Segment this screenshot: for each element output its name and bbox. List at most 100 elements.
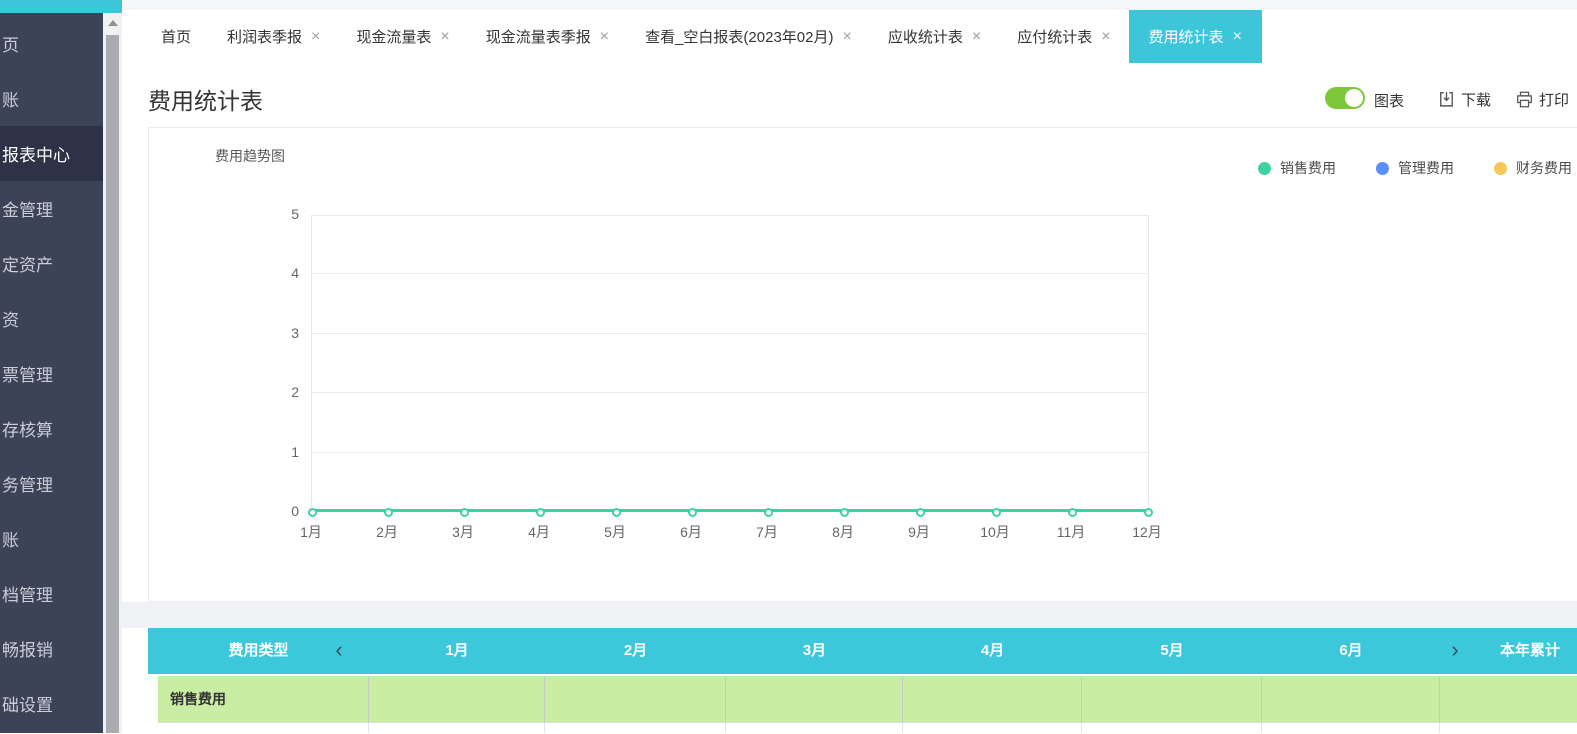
series-line (312, 509, 1148, 512)
tab[interactable]: 现金流量表季报 × (486, 10, 609, 63)
legend-item[interactable]: 财务费用 (1494, 158, 1572, 178)
print-button[interactable]: 打印 (1516, 89, 1569, 110)
tab-label: 利润表季报 (227, 29, 303, 46)
table-cell (1262, 723, 1440, 733)
y-axis-tick: 3 (291, 324, 299, 341)
sidebar-item[interactable]: 定资产 (0, 236, 103, 291)
data-point-marker (1067, 507, 1077, 517)
table-cell (369, 723, 545, 733)
sidebar-item-label: 畅报销 (2, 641, 53, 660)
sidebar-item[interactable]: 存核算 (0, 401, 103, 456)
tab-close-icon[interactable]: × (1232, 27, 1242, 45)
sidebar-item[interactable]: 报表中心 (0, 126, 103, 181)
tab[interactable]: 首页 (161, 10, 191, 63)
chart-card (148, 127, 1577, 602)
tab[interactable]: 利润表季报 × (227, 10, 320, 63)
y-axis-tick: 5 (291, 206, 299, 222)
page-title: 费用统计表 (148, 88, 263, 114)
sidebar-item-label: 页 (2, 36, 19, 55)
chart-toggle-label: 图表 (1374, 93, 1405, 110)
y-axis-tick: 0 (291, 503, 299, 519)
x-axis-tick: 9月 (908, 524, 930, 540)
tab-close-icon[interactable]: × (440, 27, 450, 45)
table-cell (545, 723, 726, 733)
table-cell (369, 676, 545, 722)
row-name-cell: 销售费用 (158, 676, 369, 722)
x-axis-tick: 7月 (756, 524, 778, 540)
table-header-cell: 费用类型 (228, 642, 289, 659)
legend-label: 财务费用 (1516, 160, 1572, 176)
table-header: 费用类型 1月 2月 3月 4月 5月 6月 本年累计 ‹ › (148, 628, 1577, 674)
data-point-marker (839, 507, 849, 517)
sidebar-item[interactable]: 资 (0, 291, 103, 346)
tab[interactable]: 查看_空白报表(2023年02月) × (645, 10, 852, 63)
sidebar-item[interactable]: 档管理 (0, 566, 103, 621)
top-accent-bar (0, 0, 122, 13)
tab-close-icon[interactable]: × (1101, 27, 1111, 45)
tab-close-icon[interactable]: × (971, 27, 982, 45)
legend-dot-icon (1494, 161, 1507, 175)
x-axis-tick: 11月 (1056, 524, 1086, 540)
table-header-cell: 3月 (802, 642, 827, 659)
sidebar-item-label: 账 (2, 531, 19, 550)
chart-toggle[interactable] (1325, 87, 1365, 109)
sidebar-scrollbar[interactable] (103, 13, 122, 733)
table-header-cell: 5月 (1160, 642, 1184, 659)
chart-title: 费用趋势图 (215, 148, 285, 164)
table-header-cell: 本年累计 (1499, 642, 1560, 659)
sidebar-item-label: 务管理 (2, 476, 53, 495)
table-row[interactable]: 销售费用 (158, 676, 1577, 722)
tab-close-icon[interactable]: × (599, 27, 610, 45)
data-point-marker (915, 507, 925, 517)
sidebar-item-label: 报表中心 (2, 146, 70, 165)
legend-dot-icon (1376, 161, 1389, 175)
toggle-knob-icon (1345, 89, 1363, 107)
sidebar-item-label: 账 (2, 91, 19, 110)
scroll-up-icon (107, 20, 118, 26)
scroll-up-button[interactable] (103, 13, 122, 33)
sidebar-item[interactable]: 账 (0, 511, 103, 566)
table-cell (1262, 676, 1440, 722)
x-axis-tick: 3月 (452, 524, 474, 540)
data-point-marker (991, 507, 1001, 517)
legend-item[interactable]: 管理费用 (1376, 158, 1454, 178)
prev-months-button[interactable]: ‹ (335, 637, 343, 662)
sidebar-item-label: 金管理 (2, 201, 53, 220)
sidebar-item[interactable]: 础设置 (0, 676, 103, 731)
x-axis-tick: 12月 (1132, 524, 1162, 540)
x-axis-tick: 1月 (300, 524, 322, 540)
sidebar-item[interactable]: 畅报销 (0, 621, 103, 676)
next-months-button[interactable]: › (1451, 637, 1459, 662)
data-point-marker (383, 507, 393, 517)
table-cell (726, 723, 903, 733)
sidebar-item[interactable]: 票管理 (0, 346, 103, 401)
sidebar-item[interactable]: 页 (0, 16, 103, 71)
top-strip (122, 0, 1577, 10)
download-label: 下载 (1461, 92, 1492, 109)
table-cell (545, 676, 726, 722)
x-axis-tick: 2月 (376, 524, 398, 540)
tab-bar: 首页 利润表季报 × 现金流量表 × 现金流量表季报 × 查看_空白报表(2023年02月) ×… (122, 10, 1577, 63)
sidebar-item[interactable]: 金管理 (0, 181, 103, 236)
tab[interactable]: 费用统计表 × (1128, 10, 1262, 63)
y-axis-tick: 1 (291, 443, 299, 460)
sidebar-item[interactable]: 账 (0, 71, 103, 126)
x-axis-tick: 10月 (980, 524, 1010, 540)
legend-item[interactable]: 销售费用 (1258, 158, 1336, 178)
scrollbar-thumb[interactable] (106, 35, 119, 733)
tab-close-icon[interactable]: × (842, 27, 852, 45)
data-point-marker (763, 507, 773, 517)
gridline (312, 392, 1148, 394)
tab[interactable]: 应收统计表 × (888, 10, 981, 63)
tab-close-icon[interactable]: × (311, 27, 321, 45)
section-divider (122, 602, 1577, 628)
tab[interactable]: 应付统计表 × (1017, 10, 1110, 63)
download-icon (1440, 92, 1453, 107)
y-axis-tick: 4 (291, 265, 299, 282)
x-axis-tick: 5月 (604, 524, 626, 540)
legend-label: 销售费用 (1280, 160, 1336, 176)
tab[interactable]: 现金流量表 × (356, 10, 449, 63)
data-point-marker (535, 507, 545, 517)
sidebar-item[interactable]: 务管理 (0, 456, 103, 511)
download-button[interactable]: 下载 (1438, 89, 1491, 110)
